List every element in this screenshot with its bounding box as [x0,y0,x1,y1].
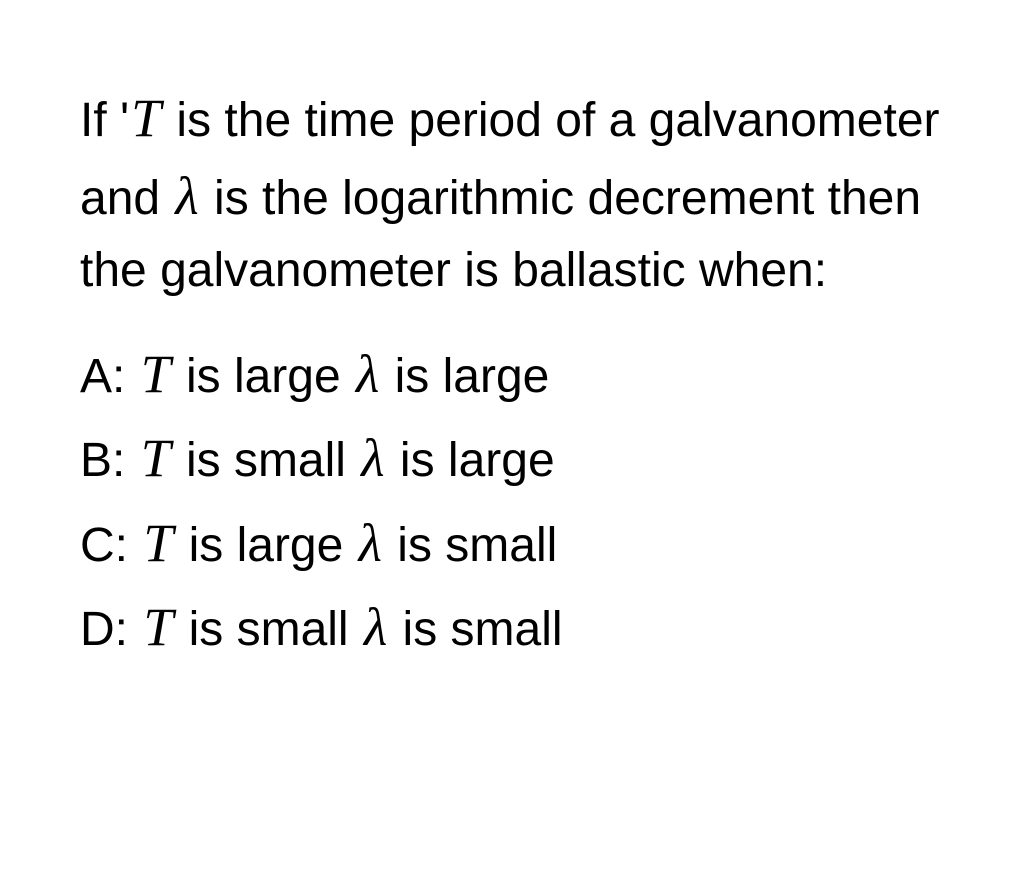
option-b-text1: is small [173,434,360,487]
options-list: A: T is large λ is large B: T is small λ… [80,334,954,669]
variable-lambda: λ [173,166,200,226]
question-stem: If 'T is the time period of a galvanomet… [80,80,954,306]
variable-T: T [139,344,173,404]
variable-T: T [139,428,173,488]
variable-lambda: λ [354,344,381,404]
variable-T: T [141,513,175,573]
question-text-part3: is the logarithmic decrement then the ga… [80,172,921,297]
option-c-text2: is small [384,519,557,572]
variable-T: T [129,88,163,148]
option-a[interactable]: A: T is large λ is large [80,334,954,415]
option-c[interactable]: C: T is large λ is small [80,503,954,584]
variable-lambda: λ [362,597,389,657]
variable-lambda: λ [359,428,386,488]
option-a-label: A: [80,341,125,413]
option-c-label: C: [80,510,128,582]
question-text-part1: If ' [80,94,129,147]
option-d-text1: is small [175,603,362,656]
question-page: If 'T is the time period of a galvanomet… [0,0,1024,712]
option-a-text2: is large [381,350,549,403]
option-b[interactable]: B: T is small λ is large [80,418,954,499]
option-a-text1: is large [173,350,354,403]
option-d-label: D: [80,594,128,666]
option-b-label: B: [80,425,125,497]
option-d-text2: is small [389,603,562,656]
option-c-text1: is large [175,519,356,572]
option-b-text2: is large [387,434,555,487]
variable-lambda: λ [357,513,384,573]
variable-T: T [141,597,175,657]
option-d[interactable]: D: T is small λ is small [80,587,954,668]
